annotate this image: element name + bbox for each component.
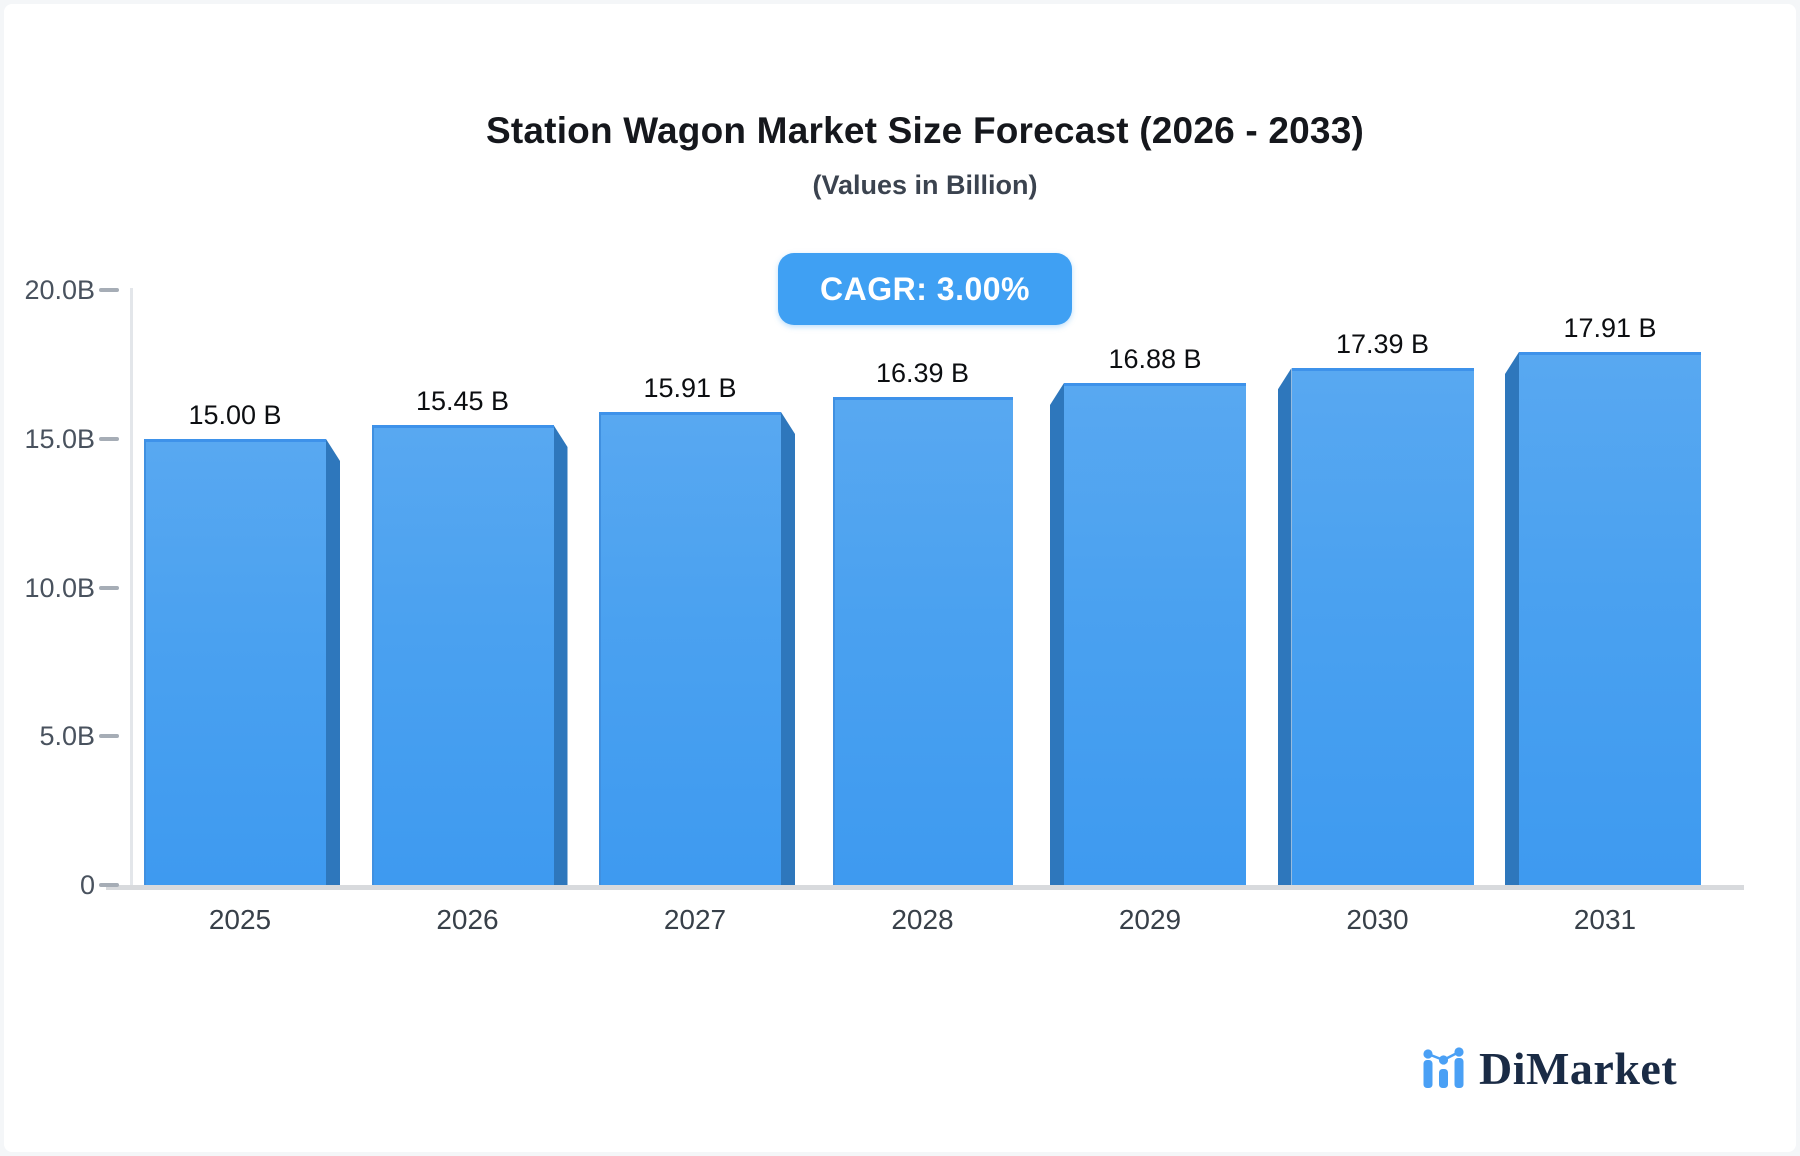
bar-3d-side-face bbox=[553, 425, 568, 885]
y-axis-tick-mark bbox=[99, 734, 119, 739]
bar-3d-side-face bbox=[781, 412, 795, 885]
y-axis-tick-label: 5.0B bbox=[39, 721, 95, 752]
bar-2031[interactable] bbox=[1519, 352, 1701, 885]
bar-value-label: 15.00 B bbox=[188, 400, 282, 430]
brand-logo: DiMarket bbox=[1421, 1040, 1677, 1096]
chart-title: Station Wagon Market Size Forecast (2026… bbox=[486, 110, 1364, 151]
y-axis-tick-label: 0 bbox=[79, 870, 95, 900]
cagr-badge: CAGR: 3.00% bbox=[778, 253, 1072, 325]
x-axis-label: 2029 bbox=[1118, 904, 1182, 935]
y-axis-tick-mark bbox=[99, 585, 119, 590]
y-axis-tick-label: 15.0B bbox=[24, 423, 95, 454]
bar-value-label: 16.39 B bbox=[875, 358, 970, 388]
bar-2027[interactable] bbox=[599, 412, 781, 885]
bar-2028[interactable] bbox=[832, 397, 1013, 885]
y-axis-tick-mark bbox=[99, 436, 119, 441]
bar-2029[interactable] bbox=[1064, 383, 1246, 885]
y-axis-tick-mark bbox=[99, 288, 119, 292]
bar-2025[interactable] bbox=[144, 439, 326, 885]
x-axis-label: 2031 bbox=[1573, 904, 1637, 935]
bar-2030[interactable] bbox=[1291, 368, 1474, 885]
bar-3d-side-face bbox=[326, 439, 340, 885]
brand-name: DiMarket bbox=[1479, 1042, 1678, 1094]
chart-subtitle: (Values in Billion) bbox=[812, 170, 1038, 200]
bar-value-label: 15.91 B bbox=[643, 373, 737, 403]
x-axis-label: 2027 bbox=[663, 904, 727, 935]
bar-value-label: 15.45 B bbox=[415, 386, 510, 416]
bar-3d-side-face bbox=[1050, 383, 1064, 885]
bar-2026[interactable] bbox=[371, 425, 554, 885]
y-axis-tick-label: 10.0B bbox=[24, 572, 95, 603]
x-axis-label: 2025 bbox=[208, 904, 272, 935]
bar-chart-logo-icon bbox=[1423, 1047, 1464, 1088]
bar-value-label: 17.39 B bbox=[1335, 329, 1430, 359]
x-axis-label: 2026 bbox=[436, 904, 499, 935]
y-axis-tick-mark bbox=[99, 883, 119, 887]
x-axis-label: 2028 bbox=[891, 904, 954, 935]
bar-value-label: 16.88 B bbox=[1108, 344, 1202, 374]
x-axis-baseline bbox=[106, 885, 1744, 890]
y-axis-tick-label: 20.0B bbox=[24, 275, 95, 305]
y-axis-line bbox=[130, 288, 133, 885]
bar-3d-side-face bbox=[1277, 368, 1292, 885]
x-axis-label: 2030 bbox=[1346, 904, 1409, 935]
bar-3d-side-face bbox=[1505, 352, 1519, 885]
bar-value-label: 17.91 B bbox=[1563, 313, 1657, 343]
badge-row: CAGR: 3.00% bbox=[125, 253, 1725, 325]
